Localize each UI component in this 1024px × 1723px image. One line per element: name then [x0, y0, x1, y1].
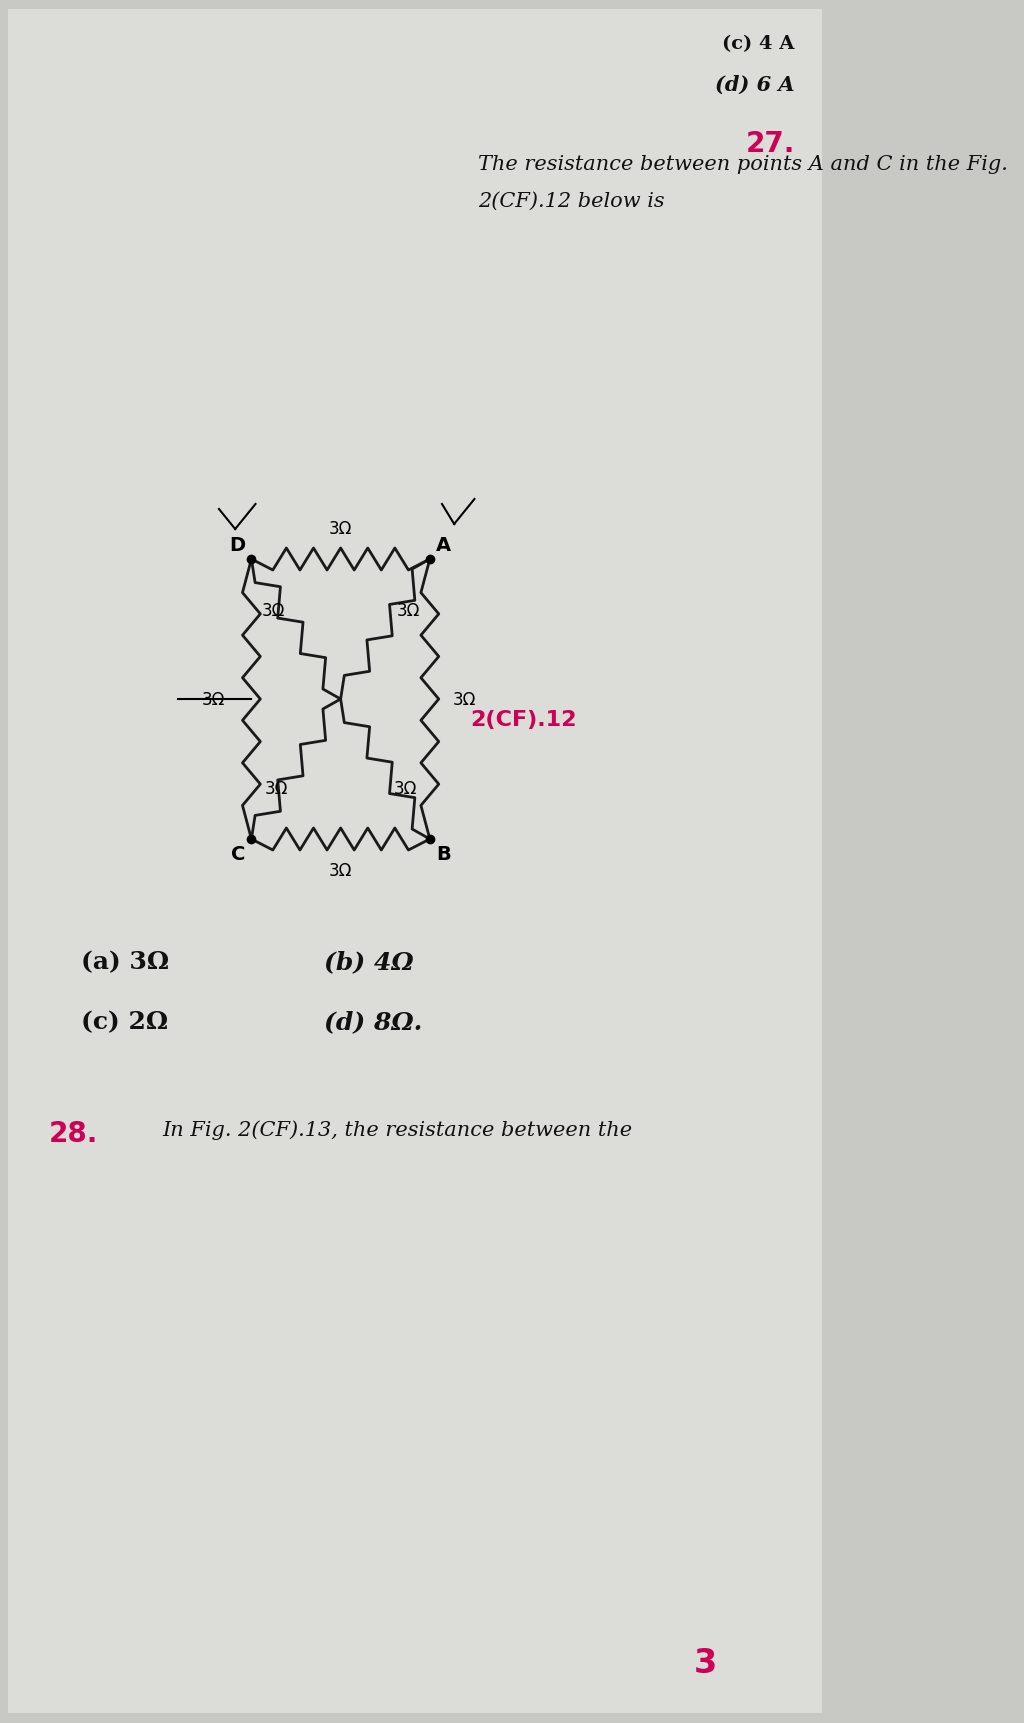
Text: 3: 3	[694, 1645, 717, 1678]
Text: 2(CF).12: 2(CF).12	[470, 710, 577, 729]
FancyBboxPatch shape	[8, 10, 822, 1713]
Text: C: C	[230, 844, 245, 863]
Text: A: A	[436, 536, 452, 555]
Text: (a) 3Ω: (a) 3Ω	[81, 949, 169, 973]
Text: (b) 4Ω: (b) 4Ω	[325, 949, 414, 973]
Text: 3Ω: 3Ω	[329, 862, 352, 879]
Text: (c) 4 A: (c) 4 A	[722, 34, 795, 53]
Text: 3Ω: 3Ω	[329, 520, 352, 538]
Text: In Fig. 2(CF).13, the resistance between the: In Fig. 2(CF).13, the resistance between…	[162, 1120, 633, 1139]
Text: The resistance between points A and C in the Fig.: The resistance between points A and C in…	[478, 155, 1009, 174]
Text: (c) 2Ω: (c) 2Ω	[81, 1010, 168, 1034]
Text: 3Ω: 3Ω	[261, 601, 285, 620]
Text: (d) 8Ω.: (d) 8Ω.	[325, 1010, 423, 1034]
Text: 3Ω: 3Ω	[264, 779, 288, 798]
Text: 3Ω: 3Ω	[453, 691, 476, 708]
Text: 27.: 27.	[745, 129, 795, 159]
Text: 3Ω: 3Ω	[396, 601, 420, 620]
Text: 3Ω: 3Ω	[393, 779, 417, 798]
Text: 2(CF).12 below is: 2(CF).12 below is	[478, 191, 666, 210]
Text: 3Ω: 3Ω	[202, 691, 225, 708]
Text: (d) 6 A: (d) 6 A	[715, 76, 795, 95]
Text: 28.: 28.	[49, 1120, 98, 1148]
Text: D: D	[228, 536, 245, 555]
Text: B: B	[436, 844, 452, 863]
